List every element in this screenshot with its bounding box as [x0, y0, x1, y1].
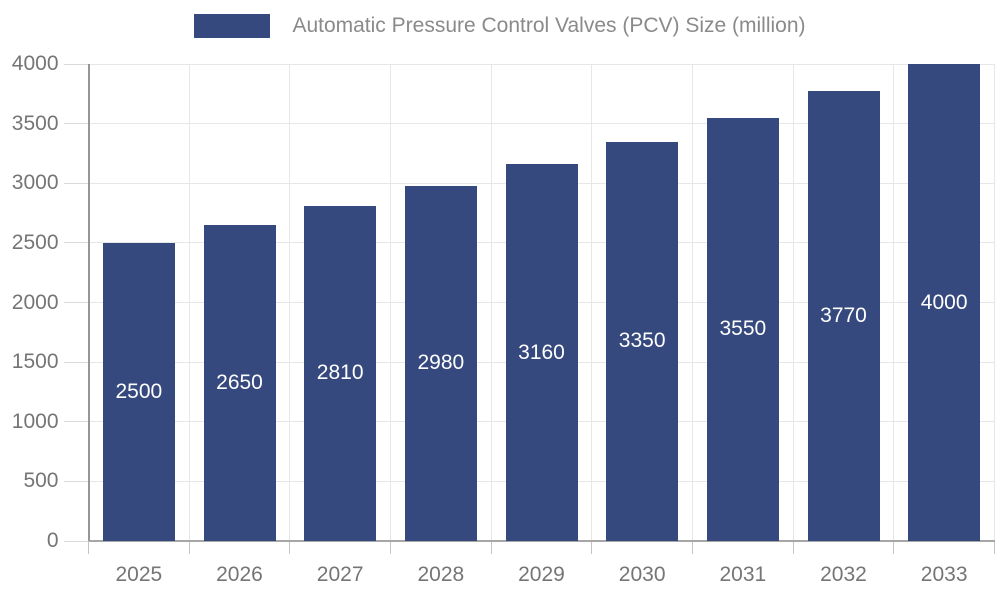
- bar-value-label: 2810: [316, 361, 364, 385]
- x-gridline: [188, 64, 190, 541]
- x-gridline: [893, 64, 895, 541]
- y-axis-tick: [63, 480, 89, 482]
- x-axis-label: 2027: [316, 563, 364, 586]
- x-axis-tick: [88, 541, 89, 554]
- x-gridline: [289, 64, 291, 541]
- x-axis-label: 2026: [216, 563, 263, 586]
- x-axis-tick: [188, 541, 190, 554]
- bar[interactable]: [807, 91, 880, 541]
- y-axis-label: 3000: [11, 171, 59, 195]
- x-axis-tick: [591, 541, 593, 554]
- y-gridline: [88, 63, 995, 65]
- x-axis-tick: [792, 541, 794, 554]
- bar[interactable]: [606, 141, 679, 541]
- bar-value-label: 2500: [115, 379, 163, 403]
- y-axis-label: 3500: [11, 111, 59, 135]
- y-axis-label: 1000: [11, 409, 59, 433]
- y-axis-tick: [63, 421, 89, 423]
- y-axis-tick: [63, 540, 89, 542]
- y-axis-label: 2000: [11, 290, 59, 314]
- y-axis-tick: [63, 123, 89, 125]
- bar-value-label: 3550: [719, 317, 767, 341]
- x-axis-label: 2031: [719, 563, 767, 586]
- bar-value-label: 3350: [618, 329, 666, 353]
- bar[interactable]: [706, 117, 779, 541]
- x-axis-tick: [692, 541, 693, 554]
- x-gridline: [692, 64, 693, 541]
- bar[interactable]: [304, 205, 377, 541]
- x-axis-tick: [490, 541, 492, 554]
- y-axis-label: 0: [46, 529, 59, 552]
- y-axis-label: 500: [23, 469, 59, 493]
- y-axis-line: [87, 64, 90, 541]
- bar[interactable]: [102, 242, 175, 541]
- x-axis-label: 2030: [618, 563, 666, 586]
- x-axis-label: 2029: [518, 563, 565, 586]
- bar[interactable]: [505, 164, 578, 541]
- y-axis-label: 4000: [11, 52, 59, 75]
- x-gridline: [792, 64, 794, 541]
- legend-label: Automatic Pressure Control Valves (PCV) …: [292, 14, 806, 37]
- y-axis-tick: [63, 242, 89, 244]
- bar[interactable]: [404, 185, 477, 541]
- y-axis-tick: [63, 63, 89, 65]
- bar-value-label: 2650: [216, 370, 263, 394]
- x-axis-label: 2032: [820, 563, 867, 586]
- x-axis-tick: [390, 541, 391, 554]
- legend[interactable]: Automatic Pressure Control Valves (PCV) …: [0, 14, 1000, 38]
- bar[interactable]: [908, 64, 981, 541]
- bar-value-label: 3770: [820, 304, 867, 328]
- y-axis-tick: [63, 361, 89, 363]
- y-axis-tick: [63, 302, 89, 303]
- x-axis-label: 2033: [920, 563, 968, 586]
- x-axis-tick: [893, 541, 895, 554]
- x-gridline: [994, 64, 995, 541]
- x-axis-tick: [994, 541, 995, 554]
- y-axis-label: 1500: [11, 350, 59, 374]
- x-axis-label: 2025: [115, 563, 163, 586]
- bar-value-label: 4000: [920, 290, 968, 314]
- bar[interactable]: [203, 224, 276, 541]
- y-axis-label: 2500: [11, 230, 59, 254]
- legend-swatch: [194, 14, 271, 38]
- bar-value-label: 2980: [417, 351, 465, 375]
- x-gridline: [390, 64, 391, 541]
- x-axis-tick: [289, 541, 291, 554]
- x-gridline: [490, 64, 492, 541]
- y-axis-tick: [63, 182, 89, 184]
- bar-value-label: 3160: [518, 340, 565, 364]
- x-axis-line: [88, 540, 995, 542]
- y-gridline: [88, 123, 995, 125]
- x-gridline: [591, 64, 593, 541]
- x-axis-label: 2028: [417, 563, 465, 586]
